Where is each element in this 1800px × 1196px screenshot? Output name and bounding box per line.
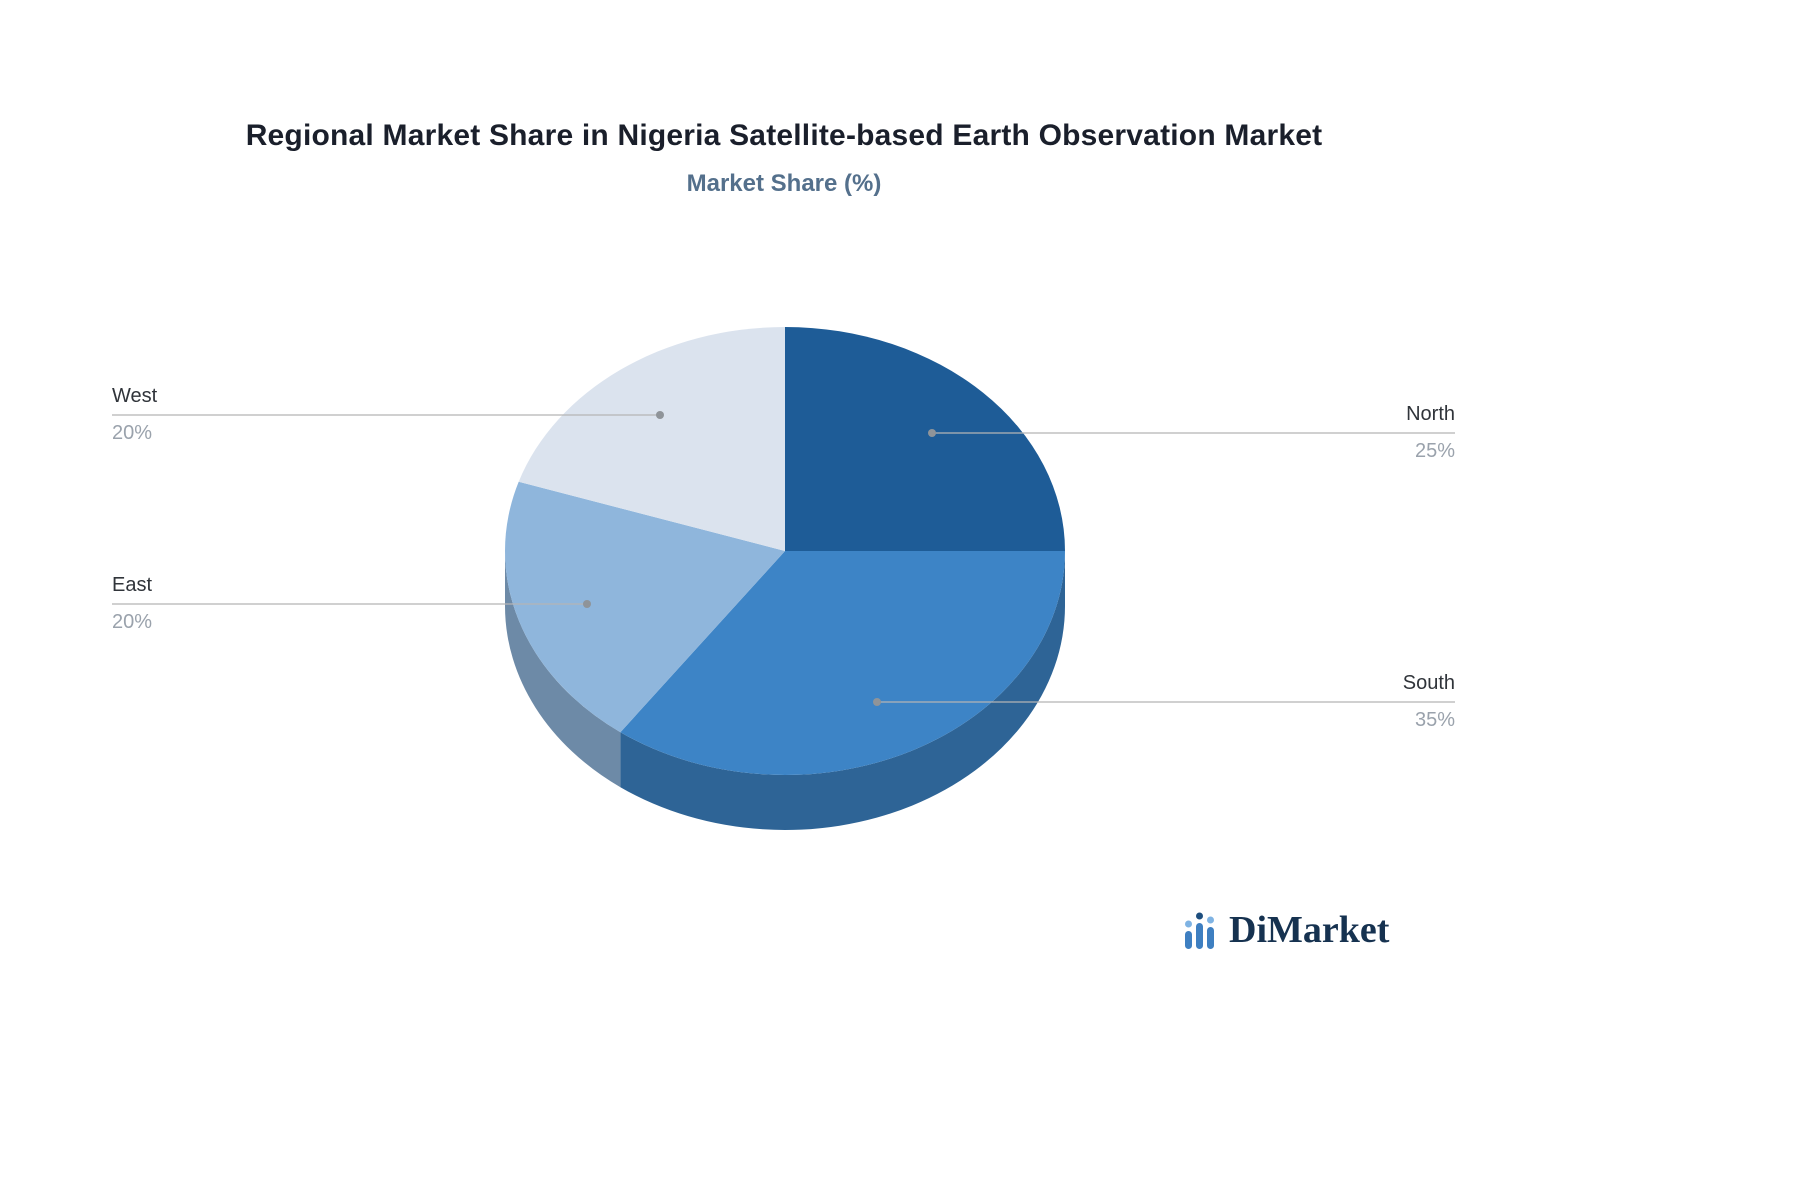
leader-dot-east <box>583 600 591 608</box>
pie-side-east <box>505 551 621 788</box>
brand-logo: DiMarket <box>1183 905 1389 951</box>
pie-slices-group <box>504 327 1065 831</box>
leader-dot-west <box>656 411 664 419</box>
label-east-pct: 20% <box>112 611 153 633</box>
pie-slice-south[interactable] <box>620 551 1065 776</box>
label-north-pct: 25% <box>1414 440 1455 462</box>
pie-slice-west[interactable] <box>518 327 785 551</box>
label-west-pct: 20% <box>112 422 153 444</box>
pie-slice-east[interactable] <box>504 481 785 733</box>
label-south-name: South <box>1402 672 1455 694</box>
label-north-name: North <box>1406 403 1455 425</box>
leader-lines-group <box>112 411 1455 706</box>
leader-dot-north <box>928 429 936 437</box>
label-west-name: West <box>112 385 158 407</box>
leader-dot-south <box>873 698 881 706</box>
pie-slice-north[interactable] <box>785 327 1065 551</box>
chart-title: Regional Market Share in Nigeria Satelli… <box>245 119 1323 152</box>
label-east-name: East <box>112 574 153 596</box>
brand-logo-text: DiMarket <box>1229 909 1390 951</box>
brand-logo-icon <box>1185 912 1214 949</box>
label-south-pct: 35% <box>1414 709 1455 731</box>
pie-side-south <box>620 551 1065 831</box>
chart-subtitle: Market Share (%) <box>686 170 882 197</box>
